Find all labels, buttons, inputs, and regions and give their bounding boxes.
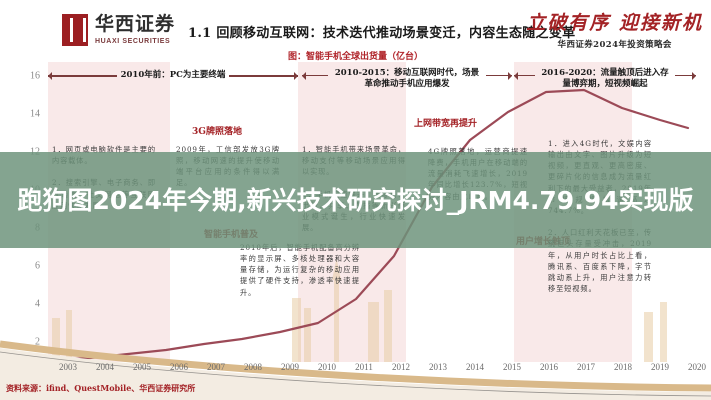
y-tick-14: 14 bbox=[30, 108, 40, 120]
era-annotation-1: 2010年前：PC为主要终端 bbox=[48, 68, 299, 84]
huaxi-logo: 华西证券 HUAXI SECURITIES bbox=[62, 14, 175, 46]
arrow-left-icon bbox=[514, 70, 535, 82]
x-tick-2020: 2020 bbox=[688, 362, 706, 372]
x-tick-2019: 2019 bbox=[651, 362, 669, 372]
y-tick-6: 6 bbox=[35, 260, 40, 272]
x-axis: 2003 2004 2005 2006 2007 2008 2009 2010 … bbox=[48, 362, 706, 380]
slide-header: 华西证券 HUAXI SECURITIES 1.1 回顾移动互联网：技术迭代推动… bbox=[0, 0, 711, 58]
x-tick-2015: 2015 bbox=[503, 362, 521, 372]
x-tick-2011: 2011 bbox=[355, 362, 373, 372]
y-tick-2: 2 bbox=[35, 336, 40, 348]
x-tick-2012: 2012 bbox=[392, 362, 410, 372]
arrow-left-icon bbox=[302, 70, 328, 82]
chart-svg bbox=[50, 88, 690, 362]
arrow-right-icon bbox=[486, 70, 512, 82]
x-tick-2010: 2010 bbox=[318, 362, 336, 372]
era-annotation-1-label: 2010年前：PC为主要终端 bbox=[120, 70, 226, 81]
x-tick-2013: 2013 bbox=[429, 362, 447, 372]
figure-title: 图：智能手机全球出货量（亿台） bbox=[287, 52, 423, 62]
era-annotation-2: 2010-2015：移动互联网时代，场景革命推动手机应用爆发 bbox=[302, 68, 512, 89]
x-tick-2005: 2005 bbox=[133, 362, 151, 372]
conference-name: 华西证券2024年投资策略会 bbox=[557, 40, 672, 50]
logo-company-name-cn: 华西证券 bbox=[95, 13, 176, 35]
x-tick-2016: 2016 bbox=[540, 362, 558, 372]
era-annotation-2-label: 2010-2015：移动互联网时代，场景革命推动手机应用爆发 bbox=[334, 68, 480, 90]
x-tick-2009: 2009 bbox=[281, 362, 299, 372]
conference-slogan: 立破有序 迎接新机 bbox=[526, 12, 703, 34]
note-column-3: 2010年后，智能手机配备高分辨率的显示屏、多核处理器和大容量存储，为运行复杂的… bbox=[240, 243, 360, 297]
x-tick-2006: 2006 bbox=[170, 362, 188, 372]
series-line-smartphone-shipments bbox=[50, 88, 690, 362]
y-tick-4: 4 bbox=[35, 298, 40, 310]
x-tick-2008: 2008 bbox=[244, 362, 262, 372]
watermark-band bbox=[0, 152, 711, 248]
watermark-text: 跑狗图2024年今期,新兴技术研究探讨_JRM4.79.94实现版 bbox=[17, 185, 694, 215]
arrow-right-icon bbox=[675, 70, 696, 82]
huaxi-logo-mark-icon bbox=[62, 14, 88, 46]
arrow-left-icon bbox=[48, 71, 117, 83]
era-annotation-3: 2016-2020：流量触顶后进入存量博弈期，短视频崛起 bbox=[514, 68, 696, 89]
x-tick-2003: 2003 bbox=[59, 362, 77, 372]
source-note: 资料来源：ifind、QuestMobile、华西证券研究所 bbox=[6, 383, 196, 393]
x-tick-2004: 2004 bbox=[96, 362, 114, 372]
logo-company-name-en: HUAXI SECURITIES bbox=[95, 38, 171, 45]
label-3g-license: 3G牌照落地 bbox=[192, 127, 242, 137]
y-tick-16: 16 bbox=[30, 70, 40, 82]
x-tick-2018: 2018 bbox=[614, 362, 632, 372]
bottom-swoosh-decoration bbox=[0, 340, 711, 400]
label-bandwidth-upgrade: 上网带宽再提升 bbox=[414, 119, 478, 129]
skyline-decoration-icon bbox=[52, 258, 667, 362]
slide-title: 1.1 回顾移动互联网：技术迭代推动场景变迁，内容生态随之变革 bbox=[188, 26, 576, 41]
conference-branding: 立破有序 迎接新机 华西证券2024年投资策略会 bbox=[526, 8, 703, 50]
arrow-right-icon bbox=[229, 71, 299, 83]
x-tick-2014: 2014 bbox=[466, 362, 484, 372]
x-tick-2017: 2017 bbox=[577, 362, 595, 372]
x-tick-2007: 2007 bbox=[207, 362, 225, 372]
era-annotation-3-label: 2016-2020：流量触顶后进入存量博弈期，短视频崛起 bbox=[541, 68, 669, 90]
